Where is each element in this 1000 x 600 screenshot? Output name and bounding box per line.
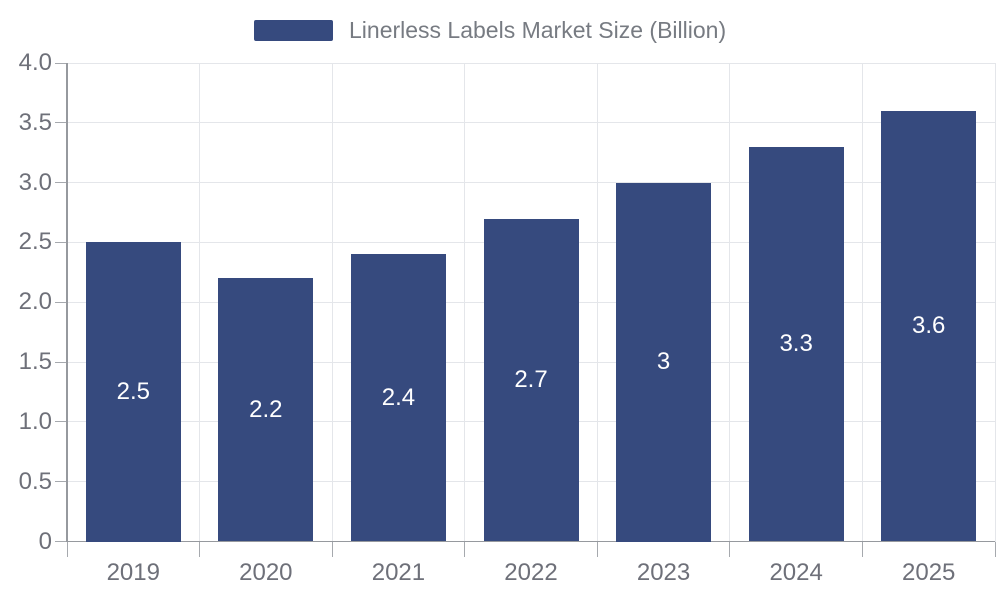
- x-axis-tick: [994, 541, 996, 557]
- bar[interactable]: [350, 254, 446, 542]
- y-gridline: [67, 62, 995, 64]
- x-axis-tick: [729, 541, 731, 557]
- x-axis-tick: [66, 541, 68, 557]
- bar-value-label: 3.3: [779, 330, 813, 358]
- x-axis-tick: [596, 541, 598, 557]
- bar-value-label: 3.6: [912, 312, 946, 340]
- bar[interactable]: [218, 278, 314, 542]
- x-axis-tick-label: 2022: [504, 559, 558, 586]
- x-axis-line: [67, 540, 995, 543]
- x-gridline: [729, 63, 731, 542]
- y-axis-line: [66, 63, 68, 542]
- bar-value-label: 2.2: [249, 395, 283, 423]
- y-axis-tick-label: 2.0: [18, 288, 52, 316]
- x-axis-tick: [464, 541, 466, 557]
- x-gridline: [464, 63, 466, 542]
- bar-value-label: 2.4: [381, 383, 416, 411]
- y-axis-tick: [55, 421, 67, 423]
- y-axis-tick-label: 4.0: [18, 49, 52, 76]
- y-axis-tick: [55, 182, 67, 184]
- x-gridline: [861, 63, 863, 542]
- x-axis-tick: [199, 541, 201, 557]
- x-gridline: [596, 63, 598, 542]
- legend-item[interactable]: Linerless Labels Market Size (Billion): [254, 16, 726, 44]
- y-axis-tick-label: 3.5: [18, 108, 52, 136]
- y-axis-tick: [55, 541, 67, 542]
- y-axis-tick: [55, 481, 67, 483]
- bar-value-label: 2.5: [116, 377, 150, 405]
- bar[interactable]: [616, 182, 712, 542]
- bar[interactable]: [85, 242, 181, 542]
- x-gridline: [994, 63, 996, 542]
- y-axis-tick-label: 1.5: [18, 348, 52, 376]
- x-axis-tick-label: 2024: [769, 559, 823, 586]
- bar-value-label: 2.7: [514, 366, 548, 393]
- y-axis-tick-label: 3.0: [18, 168, 52, 196]
- x-axis-tick-label: 2021: [371, 559, 426, 586]
- x-axis-tick-label: 2020: [239, 559, 293, 586]
- legend-swatch: [254, 19, 333, 41]
- y-gridline: [67, 122, 995, 124]
- y-gridline: [67, 182, 995, 184]
- y-axis-tick: [55, 241, 67, 243]
- y-axis-tick: [55, 301, 67, 303]
- bar[interactable]: [483, 218, 579, 542]
- bar-value-label: 3: [656, 348, 671, 376]
- x-axis-tick: [331, 541, 333, 557]
- x-gridline: [199, 63, 201, 542]
- bar[interactable]: [748, 146, 844, 542]
- y-axis-tick-label: 0: [38, 527, 52, 555]
- x-axis-tick-label: 2023: [636, 559, 691, 586]
- y-axis-tick: [55, 122, 67, 124]
- x-axis-tick-label: 2019: [106, 559, 160, 586]
- legend-label: Linerless Labels Market Size (Billion): [349, 17, 727, 43]
- y-axis-tick: [55, 62, 67, 64]
- y-axis-tick-label: 1.0: [18, 407, 52, 435]
- x-gridline: [331, 63, 333, 542]
- x-axis-tick-label: 2025: [902, 559, 956, 586]
- x-axis-tick: [861, 541, 863, 557]
- y-axis-tick-label: 2.5: [18, 228, 52, 256]
- bar[interactable]: [881, 110, 977, 542]
- y-axis-tick: [55, 361, 67, 363]
- y-axis-tick-label: 0.5: [18, 467, 52, 495]
